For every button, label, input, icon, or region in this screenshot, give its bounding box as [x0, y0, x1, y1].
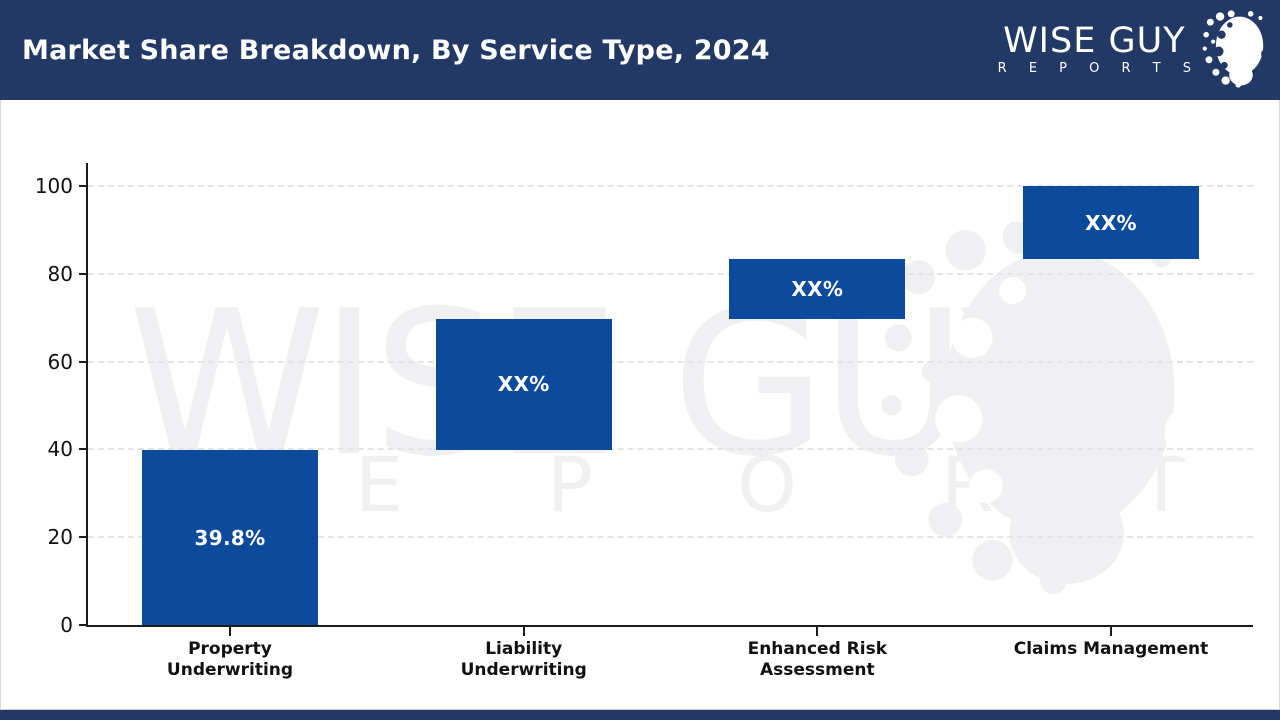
- bar-value-label: 39.8%: [194, 525, 266, 550]
- footer-bar: [0, 709, 1280, 720]
- x-category-label: Property Underwriting: [80, 639, 380, 681]
- x-category-label-line: Enhanced Risk: [747, 639, 888, 659]
- y-tick-label: 20: [47, 525, 73, 550]
- y-tick-label: 40: [47, 437, 73, 462]
- watermark-head-icon: [881, 222, 1188, 594]
- y-tick-label: 0: [60, 613, 73, 637]
- bar-value-label: XX%: [1085, 210, 1137, 235]
- x-tick-mark: [229, 627, 231, 636]
- x-category-label-line: Property: [188, 639, 272, 659]
- x-tick-mark: [816, 627, 819, 636]
- bar-1: 39.8%: [142, 450, 318, 625]
- gridline: [88, 360, 1253, 363]
- brand-subname: R E P O R T S: [997, 61, 1200, 76]
- dotted-head-icon: [1202, 10, 1266, 88]
- x-category-label-line: Underwriting: [166, 660, 294, 680]
- page-title: Market Share Breakdown, By Service Type,…: [22, 34, 770, 66]
- y-tick-mark: [79, 360, 88, 363]
- brand-logo: WISE GUY R E P O R T S: [989, 10, 1280, 90]
- x-axis-line: [86, 625, 1253, 627]
- bar-3: XX%: [729, 259, 906, 319]
- x-category-label: Liability Underwriting: [374, 639, 674, 681]
- gridline: [88, 536, 1253, 539]
- brand-logo-text: WISE GUY R E P O R T S: [989, 23, 1200, 77]
- x-category-label-line: Underwriting: [460, 660, 587, 680]
- y-tick-label: 100: [34, 174, 73, 198]
- header-bar: Market Share Breakdown, By Service Type,…: [0, 0, 1280, 100]
- y-tick-mark: [79, 536, 88, 539]
- gridline: [88, 185, 1253, 187]
- bar-4: XX%: [1023, 186, 1199, 260]
- y-tick-mark: [79, 185, 88, 187]
- bar-2: XX%: [435, 318, 612, 451]
- y-tick-mark: [79, 448, 88, 451]
- bar-value-label: XX%: [791, 276, 844, 301]
- gridline: [88, 272, 1253, 275]
- bar-value-label: XX%: [497, 372, 550, 397]
- y-axis-line: [86, 163, 88, 627]
- x-category-label: Claims Management: [961, 639, 1261, 660]
- x-category-label-line: Claims Management: [1013, 639, 1209, 659]
- x-category-label-line: Assessment: [759, 660, 875, 680]
- y-tick-mark: [79, 624, 88, 626]
- x-tick-mark: [1110, 627, 1112, 636]
- y-tick-label: 80: [47, 261, 73, 286]
- y-tick-label: 60: [47, 349, 73, 374]
- brand-name: WISE GUY: [1003, 21, 1186, 61]
- x-tick-mark: [522, 627, 525, 636]
- x-category-label: Enhanced Risk Assessment: [667, 639, 967, 681]
- x-category-label-line: Liability: [485, 639, 563, 659]
- gridline: [88, 448, 1253, 451]
- y-tick-mark: [79, 272, 88, 275]
